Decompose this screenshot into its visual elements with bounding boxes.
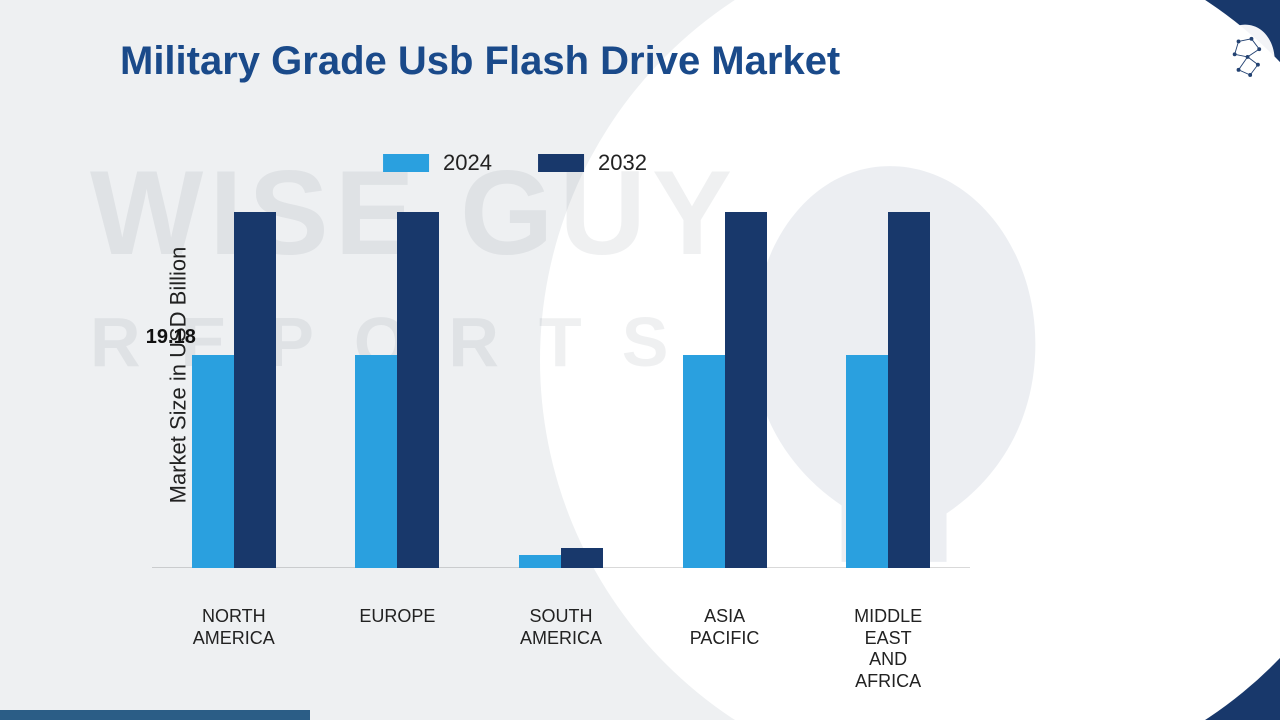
bar-groups: 19.18: [152, 190, 970, 568]
legend-item: 2024: [383, 150, 492, 176]
x-tick-label: NORTHAMERICA: [174, 600, 294, 692]
x-tick-label: EUROPE: [337, 600, 457, 692]
bar-2024: [519, 555, 561, 568]
bar-group: [501, 190, 621, 568]
bar-2032: [888, 212, 930, 568]
brand-word-2: GUY: [1139, 28, 1210, 61]
legend-label: 2024: [443, 150, 492, 176]
bar-group: [337, 190, 457, 568]
chart-title: Military Grade Usb Flash Drive Market: [120, 38, 840, 84]
legend-item: 2032: [538, 150, 647, 176]
bar-2024: [192, 355, 234, 568]
footer-accent-bar: [0, 710, 310, 720]
bar-2024: [355, 355, 397, 568]
brand-word-1: WISE: [1044, 28, 1129, 61]
brand-logo: WISE GUY REPORTS: [1044, 28, 1210, 80]
bar-group: [665, 190, 785, 568]
x-tick-label: SOUTHAMERICA: [501, 600, 621, 692]
bar-2024: [846, 355, 888, 568]
bar-group: 19.18: [174, 190, 294, 568]
plot-area: 19.18: [152, 190, 970, 568]
chart-card: WISE GUY REPORTS Military Grade Usb Flas…: [0, 0, 1280, 720]
bar-2032: [234, 212, 276, 568]
brand-head-icon: [1210, 22, 1280, 106]
chart-area: Market Size in USD Billion 2024 2032 19.…: [60, 150, 970, 600]
bar-2032: [725, 212, 767, 568]
x-tick-label: MIDDLEEASTANDAFRICA: [828, 600, 948, 692]
bar-2024: [683, 355, 725, 568]
brand-subline: REPORTS: [1044, 64, 1210, 80]
legend-swatch-2032: [538, 154, 584, 172]
bar-2032: [561, 548, 603, 568]
legend-swatch-2024: [383, 154, 429, 172]
x-tick-label: ASIAPACIFIC: [665, 600, 785, 692]
legend: 2024 2032: [383, 150, 647, 176]
bar-2032: [397, 212, 439, 568]
bar-value-label: 19.18: [146, 326, 196, 349]
x-axis-labels: NORTHAMERICA EUROPE SOUTHAMERICA ASIAPACIFI…: [152, 600, 970, 692]
bar-group: [828, 190, 948, 568]
legend-label: 2032: [598, 150, 647, 176]
